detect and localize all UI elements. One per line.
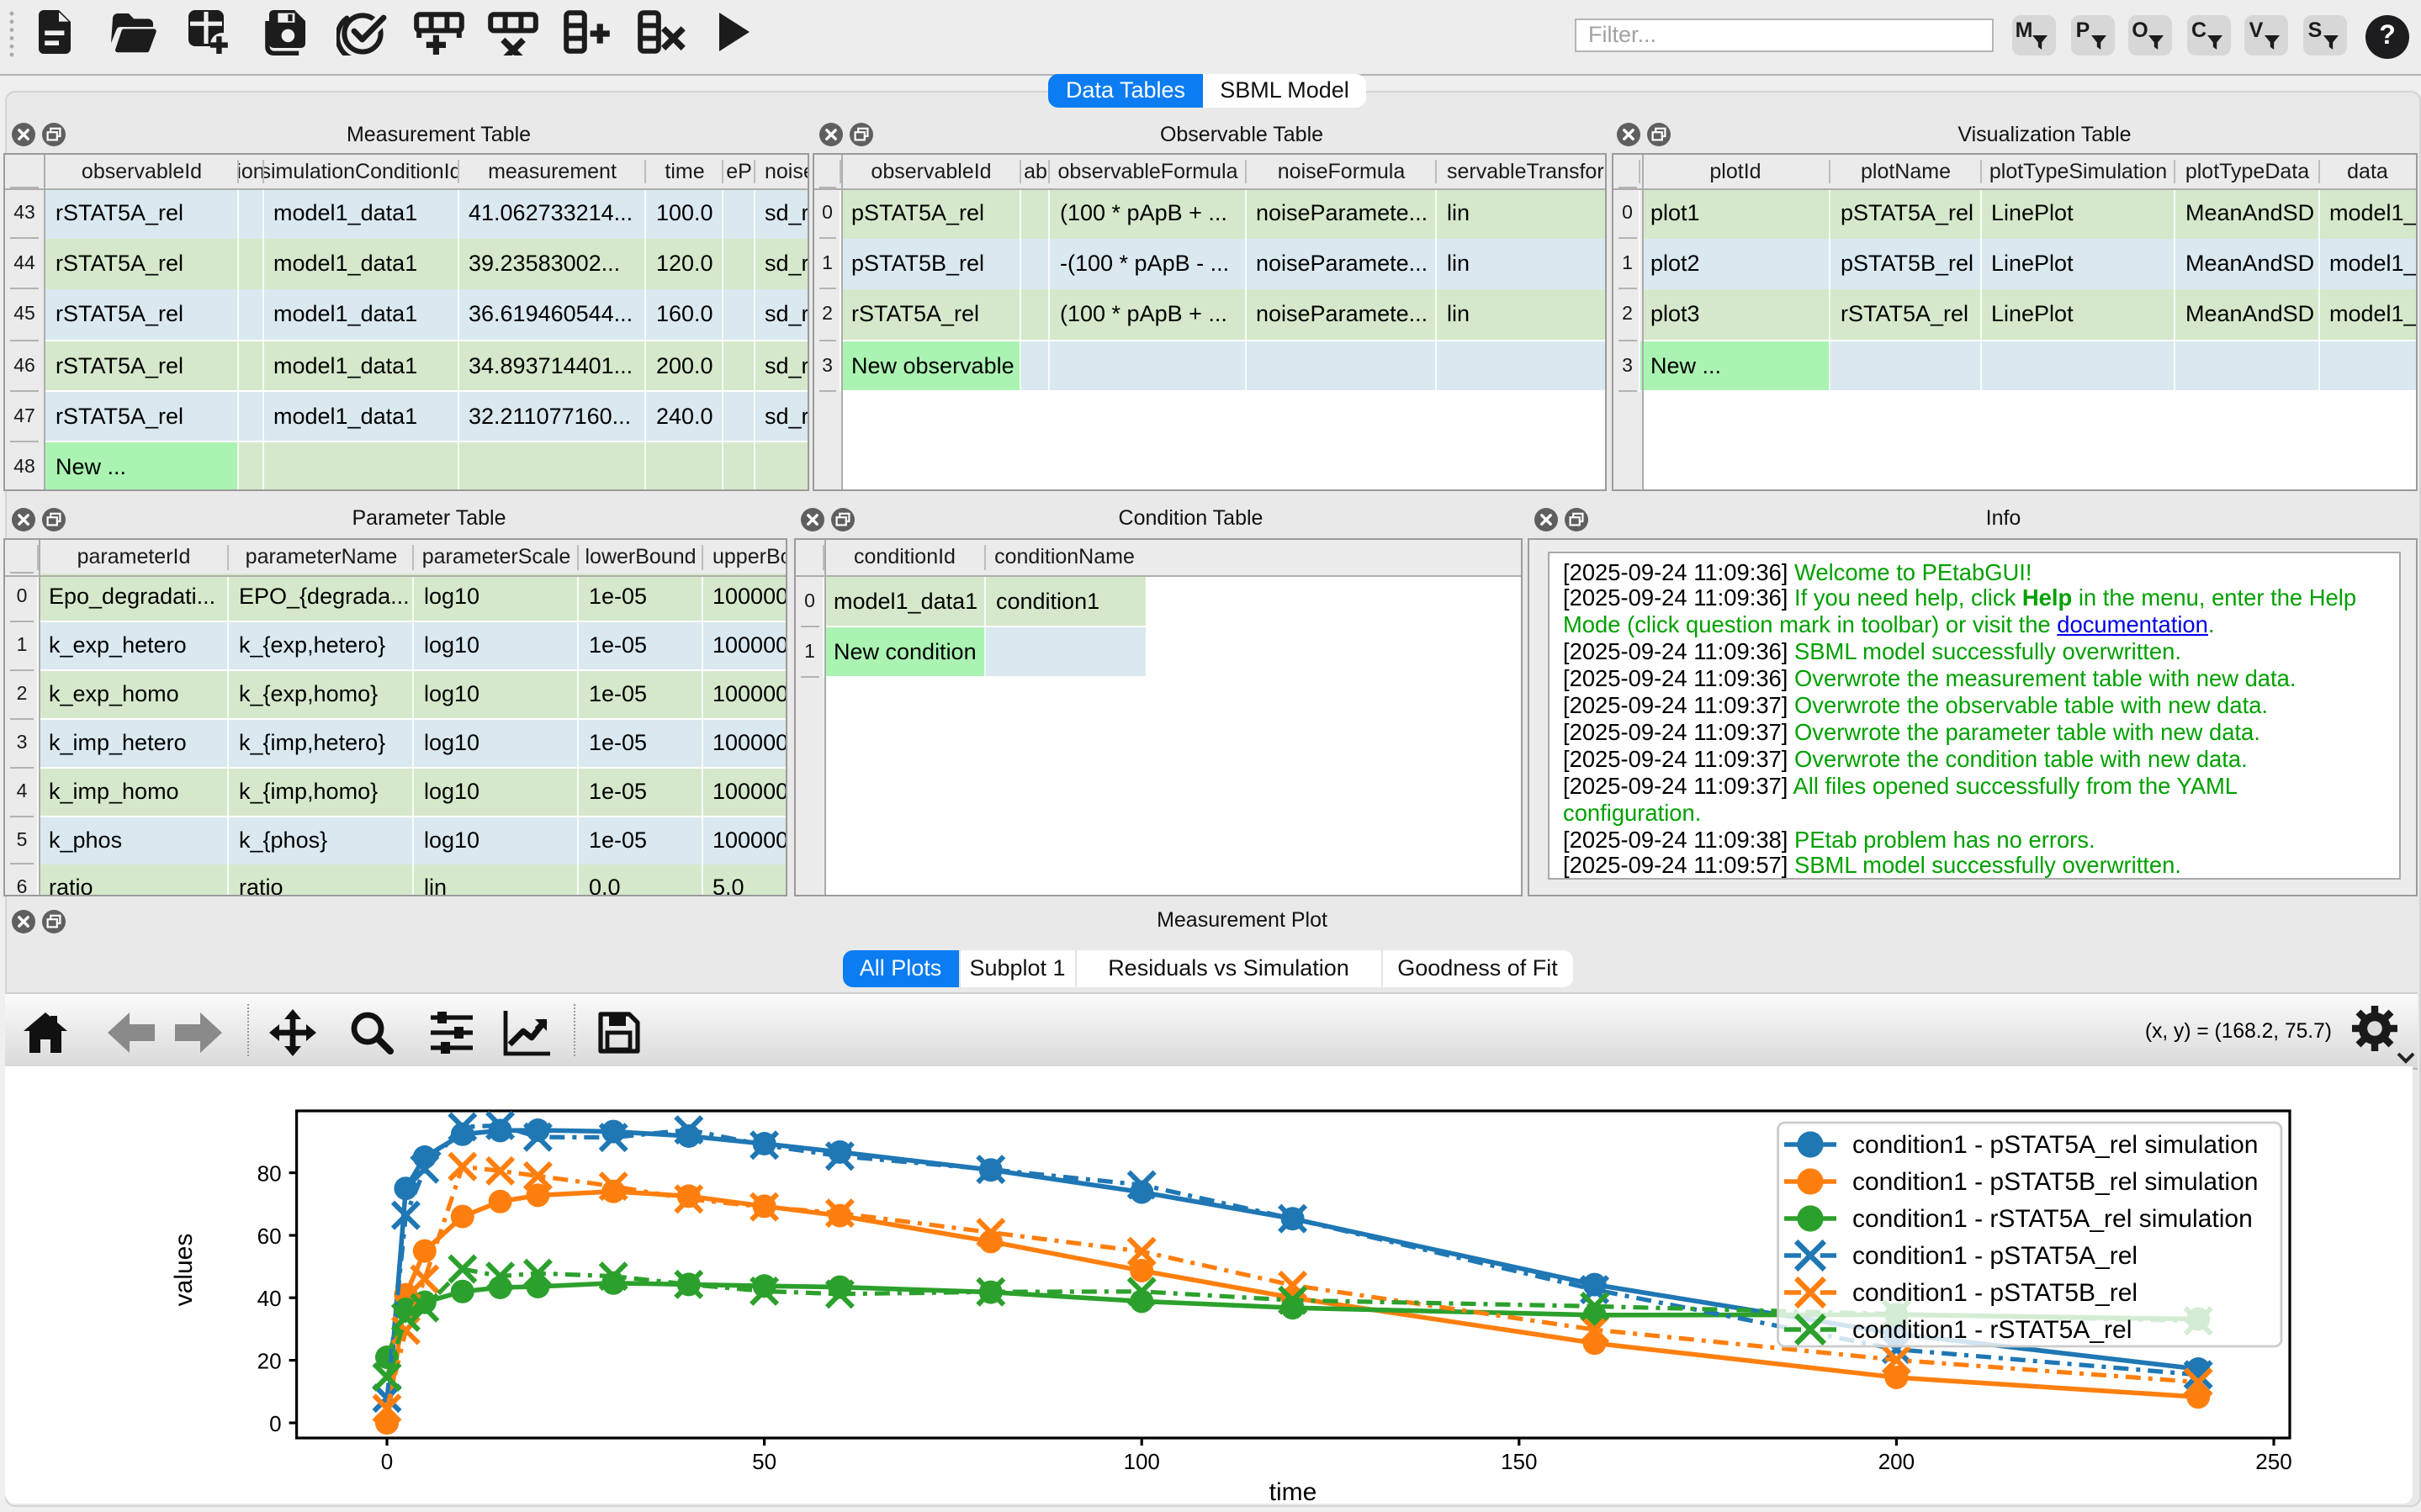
svg-text:200: 200 [1878, 1449, 1915, 1474]
svg-text:250: 250 [2255, 1449, 2291, 1474]
svg-text:50: 50 [752, 1449, 776, 1474]
svg-text:condition1 - rSTAT5A_rel: condition1 - rSTAT5A_rel [1852, 1316, 2132, 1344]
svg-text:condition1 - pSTAT5A_rel simul: condition1 - pSTAT5A_rel simulation [1852, 1131, 2258, 1159]
svg-text:condition1 - rSTAT5A_rel simul: condition1 - rSTAT5A_rel simulation [1852, 1205, 2253, 1233]
svg-text:20: 20 [257, 1349, 282, 1374]
svg-text:80: 80 [257, 1161, 282, 1187]
svg-text:condition1 - pSTAT5B_rel: condition1 - pSTAT5B_rel [1852, 1279, 2138, 1307]
svg-text:condition1 - pSTAT5A_rel: condition1 - pSTAT5A_rel [1852, 1242, 2138, 1270]
svg-text:150: 150 [1501, 1449, 1537, 1474]
svg-text:60: 60 [257, 1224, 282, 1249]
svg-text:condition1 - pSTAT5B_rel simul: condition1 - pSTAT5B_rel simulation [1852, 1168, 2258, 1196]
svg-text:P: P [2075, 19, 2090, 42]
svg-text:V: V [2249, 19, 2264, 42]
svg-text:C: C [2191, 19, 2206, 42]
svg-text:100: 100 [1124, 1449, 1160, 1474]
svg-text:O: O [2132, 19, 2148, 42]
svg-text:0: 0 [381, 1449, 393, 1474]
svg-text:values: values [170, 1234, 198, 1307]
svg-text:40: 40 [257, 1286, 282, 1311]
svg-text:S: S [2307, 19, 2322, 42]
svg-text:time: time [1269, 1478, 1317, 1506]
svg-text:M: M [2016, 19, 2033, 42]
svg-text:0: 0 [269, 1411, 281, 1436]
